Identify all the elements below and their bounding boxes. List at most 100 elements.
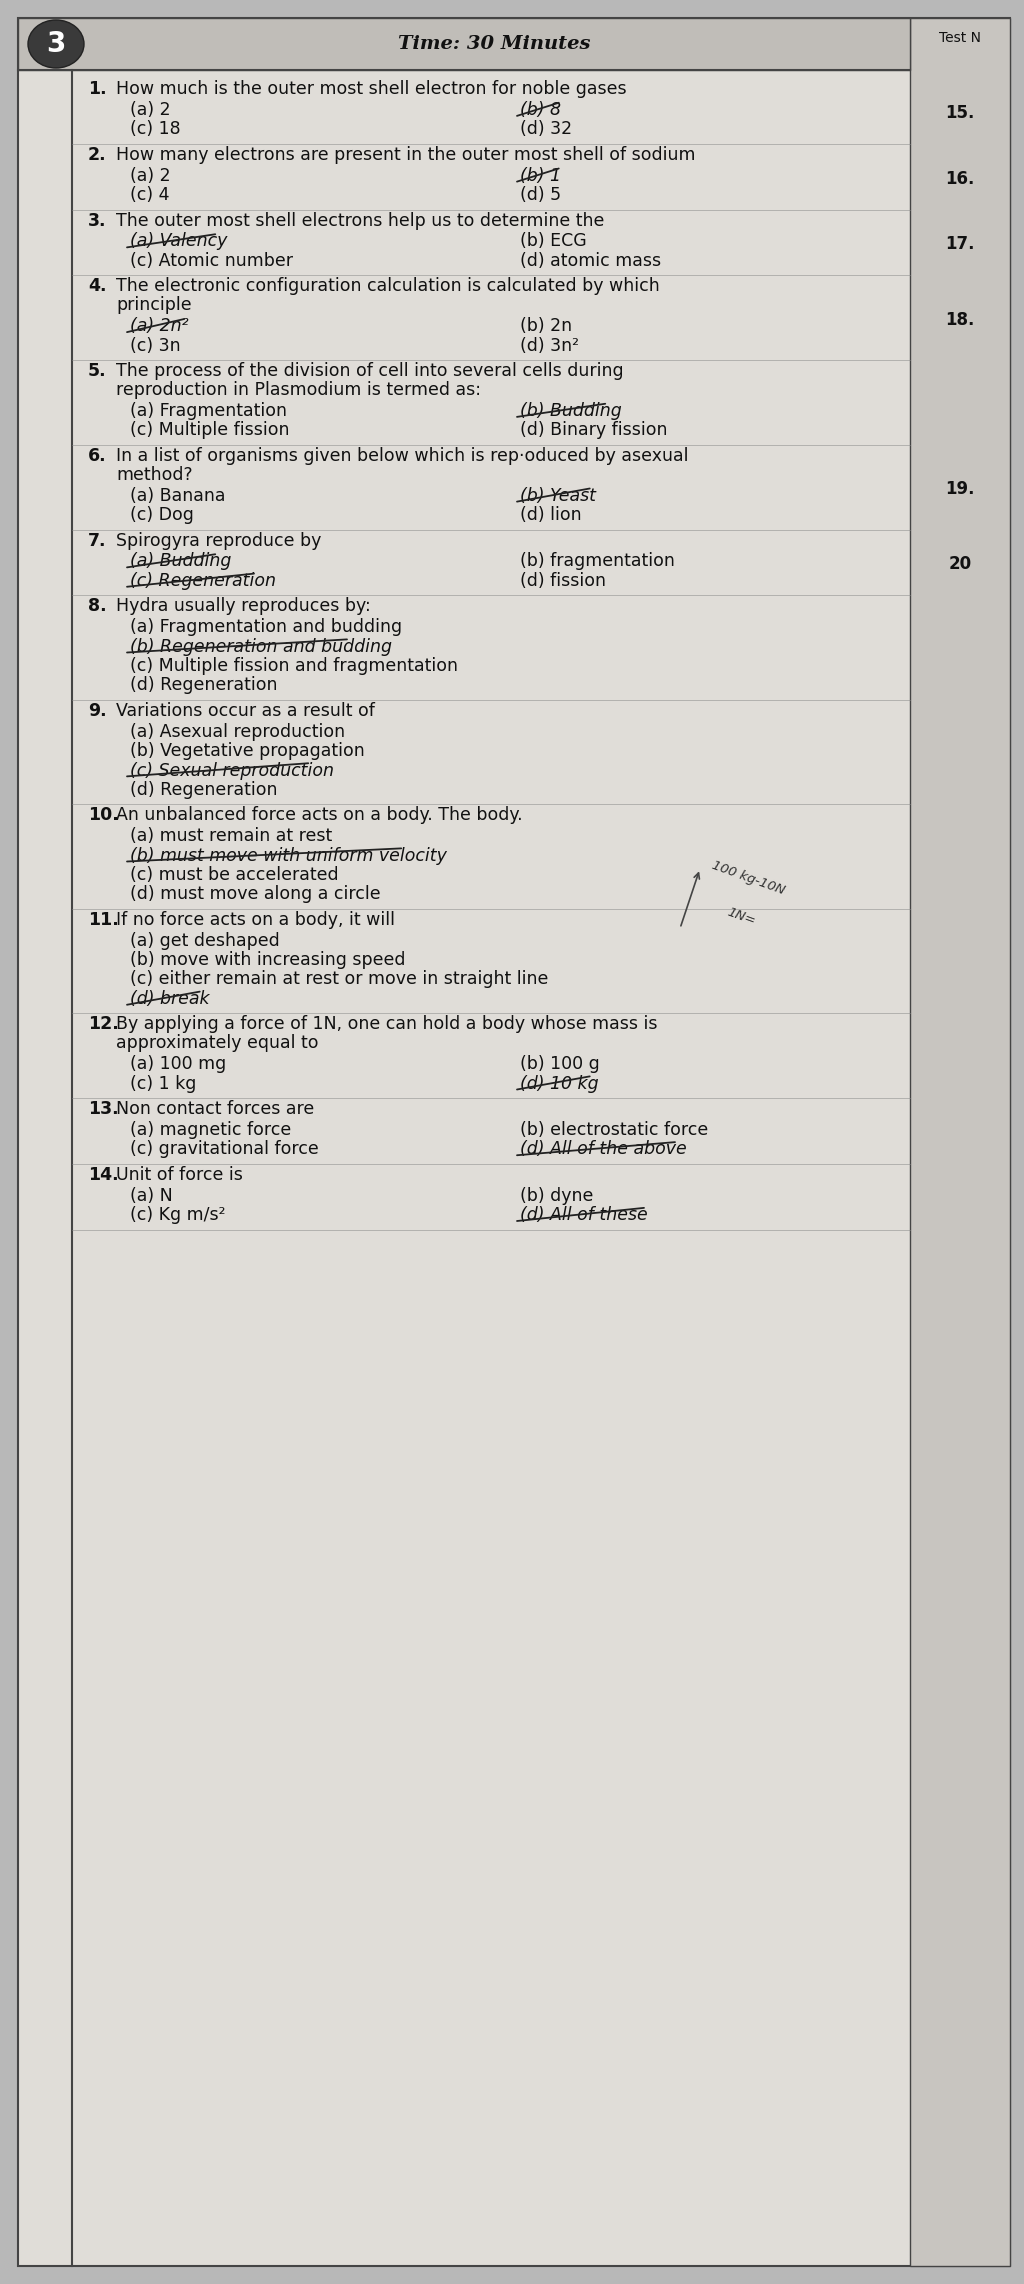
Text: 20: 20 [948, 555, 972, 573]
Text: (a) 2: (a) 2 [130, 167, 171, 185]
Text: (c) Sexual reproduction: (c) Sexual reproduction [130, 761, 334, 779]
Text: An unbalanced force acts on a body. The body.: An unbalanced force acts on a body. The … [116, 806, 522, 825]
Text: method?: method? [116, 466, 193, 484]
Text: (b) electrostatic force: (b) electrostatic force [520, 1121, 709, 1140]
Text: (d) Regeneration: (d) Regeneration [130, 781, 278, 799]
Text: (b) Vegetative propagation: (b) Vegetative propagation [130, 742, 365, 761]
Text: (c) Dog: (c) Dog [130, 507, 194, 523]
Text: 10.: 10. [88, 806, 119, 825]
Text: (d) break: (d) break [130, 989, 210, 1007]
Text: (d) 32: (d) 32 [520, 121, 572, 139]
Text: 4.: 4. [88, 276, 106, 295]
Text: (d) lion: (d) lion [520, 507, 582, 523]
Text: 2.: 2. [88, 146, 106, 164]
Text: 12.: 12. [88, 1016, 119, 1032]
Text: (c) Kg m/s²: (c) Kg m/s² [130, 1206, 225, 1224]
Text: reproduction in Plasmodium is termed as:: reproduction in Plasmodium is termed as: [116, 381, 481, 400]
Text: 100 kg-10N: 100 kg-10N [710, 859, 786, 898]
Text: (a) Fragmentation and budding: (a) Fragmentation and budding [130, 619, 402, 637]
Text: 11.: 11. [88, 911, 119, 930]
Text: 16.: 16. [945, 169, 975, 187]
Text: (c) 3n: (c) 3n [130, 336, 180, 354]
Text: (d) atomic mass: (d) atomic mass [520, 251, 662, 270]
Ellipse shape [28, 21, 84, 69]
Text: (a) must remain at rest: (a) must remain at rest [130, 827, 332, 845]
Text: The electronic configuration calculation is calculated by which: The electronic configuration calculation… [116, 276, 659, 295]
Text: Variations occur as a result of: Variations occur as a result of [116, 701, 375, 719]
Text: principle: principle [116, 297, 191, 315]
Text: The process of the division of cell into several cells during: The process of the division of cell into… [116, 361, 624, 379]
Text: (d) All of these: (d) All of these [520, 1206, 648, 1224]
Text: (b) Budding: (b) Budding [520, 402, 622, 420]
Text: If no force acts on a body, it will: If no force acts on a body, it will [116, 911, 395, 930]
Text: Test N: Test N [939, 32, 981, 46]
Text: (a) Valency: (a) Valency [130, 233, 227, 251]
Text: 3.: 3. [88, 212, 106, 228]
Text: 3: 3 [46, 30, 66, 57]
Text: (a) Asexual reproduction: (a) Asexual reproduction [130, 722, 345, 740]
Text: By applying a force of 1N, one can hold a body whose mass is: By applying a force of 1N, one can hold … [116, 1016, 657, 1032]
Text: (b) move with increasing speed: (b) move with increasing speed [130, 950, 406, 968]
Bar [910, 18, 1010, 2266]
Text: 15.: 15. [945, 103, 975, 121]
Text: (b) 100 g: (b) 100 g [520, 1055, 600, 1073]
Text: Non contact forces are: Non contact forces are [116, 1101, 314, 1117]
Text: In a list of organisms given below which is rep·oduced by asexual: In a list of organisms given below which… [116, 448, 688, 464]
Text: (c) gravitational force: (c) gravitational force [130, 1140, 318, 1158]
Text: (a) N: (a) N [130, 1188, 173, 1204]
Text: 17.: 17. [945, 235, 975, 254]
Text: (d) 3n²: (d) 3n² [520, 336, 579, 354]
Text: (b) 1: (b) 1 [520, 167, 561, 185]
Text: (d) Regeneration: (d) Regeneration [130, 676, 278, 694]
Text: (c) must be accelerated: (c) must be accelerated [130, 866, 339, 884]
Text: (b) must move with uniform velocity: (b) must move with uniform velocity [130, 847, 446, 866]
Text: Spirogyra reproduce by: Spirogyra reproduce by [116, 532, 322, 550]
Text: 8.: 8. [88, 596, 106, 614]
Text: Hydra usually reproduces by:: Hydra usually reproduces by: [116, 596, 371, 614]
Text: (a) Fragmentation: (a) Fragmentation [130, 402, 287, 420]
Text: The outer most shell electrons help us to determine the: The outer most shell electrons help us t… [116, 212, 604, 228]
Bar [18, 18, 910, 71]
Text: (a) magnetic force: (a) magnetic force [130, 1121, 291, 1140]
Text: (c) Multiple fission and fragmentation: (c) Multiple fission and fragmentation [130, 658, 458, 676]
Text: (d) 10 kg: (d) 10 kg [520, 1076, 599, 1092]
Text: (b) Regeneration and budding: (b) Regeneration and budding [130, 637, 392, 656]
Text: (c) 1 kg: (c) 1 kg [130, 1076, 197, 1092]
Text: (a) Budding: (a) Budding [130, 553, 231, 571]
Text: 9.: 9. [88, 701, 106, 719]
Text: 6.: 6. [88, 448, 106, 464]
Text: (a) 100 mg: (a) 100 mg [130, 1055, 226, 1073]
Text: 13.: 13. [88, 1101, 119, 1117]
Text: (d) fission: (d) fission [520, 571, 606, 589]
Text: Unit of force is: Unit of force is [116, 1165, 243, 1183]
Text: How many electrons are present in the outer most shell of sodium: How many electrons are present in the ou… [116, 146, 695, 164]
Text: (a) get deshaped: (a) get deshaped [130, 932, 280, 950]
Text: (b) dyne: (b) dyne [520, 1188, 593, 1204]
Text: (d) All of the above: (d) All of the above [520, 1140, 687, 1158]
Text: (d) 5: (d) 5 [520, 185, 561, 203]
Text: (a) Banana: (a) Banana [130, 486, 225, 505]
Text: (c) 18: (c) 18 [130, 121, 180, 139]
Text: 1N=: 1N= [725, 904, 757, 927]
Text: 19.: 19. [945, 480, 975, 498]
Text: (c) Atomic number: (c) Atomic number [130, 251, 293, 270]
Text: (c) Multiple fission: (c) Multiple fission [130, 420, 290, 439]
Text: 7.: 7. [88, 532, 106, 550]
Text: (d) Binary fission: (d) Binary fission [520, 420, 668, 439]
Text: (b) 8: (b) 8 [520, 100, 561, 119]
Text: How much is the outer most shell electron for noble gases: How much is the outer most shell electro… [116, 80, 627, 98]
Text: (b) 2n: (b) 2n [520, 317, 572, 336]
Text: (a) 2n²: (a) 2n² [130, 317, 188, 336]
Text: (c) Regeneration: (c) Regeneration [130, 571, 276, 589]
Text: 18.: 18. [945, 311, 975, 329]
Text: Time: 30 Minutes: Time: 30 Minutes [397, 34, 590, 53]
Text: (d) must move along a circle: (d) must move along a circle [130, 886, 381, 904]
Text: 1.: 1. [88, 80, 106, 98]
Text: 5.: 5. [88, 361, 106, 379]
Text: approximately equal to: approximately equal to [116, 1035, 318, 1053]
Text: (b) ECG: (b) ECG [520, 233, 587, 251]
Text: (c) 4: (c) 4 [130, 185, 170, 203]
Text: (c) either remain at rest or move in straight line: (c) either remain at rest or move in str… [130, 971, 549, 989]
Text: 14.: 14. [88, 1165, 119, 1183]
Text: (a) 2: (a) 2 [130, 100, 171, 119]
